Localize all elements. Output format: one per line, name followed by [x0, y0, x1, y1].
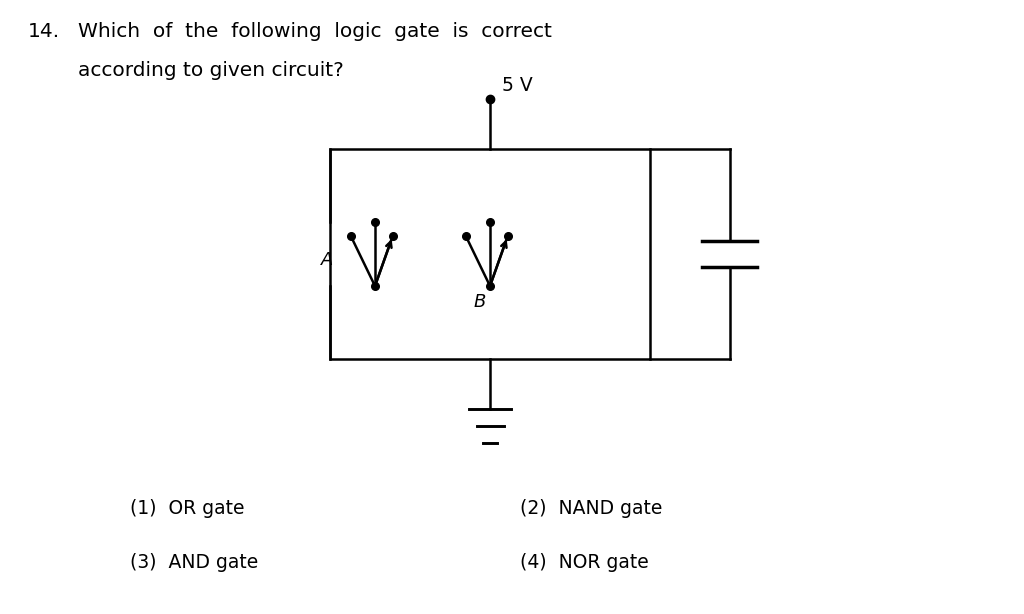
Text: B: B [474, 293, 486, 311]
Text: Which  of  the  following  logic  gate  is  correct: Which of the following logic gate is cor… [78, 22, 552, 41]
Bar [330, 149, 650, 359]
Text: (3)  AND gate: (3) AND gate [130, 553, 258, 572]
Text: (1)  OR gate: (1) OR gate [130, 500, 245, 518]
Text: A: A [321, 251, 333, 270]
Text: 5 V: 5 V [502, 76, 532, 95]
Text: (4)  NOR gate: (4) NOR gate [520, 553, 649, 572]
Text: according to given circuit?: according to given circuit? [78, 61, 344, 80]
Text: 14.: 14. [28, 22, 60, 41]
Text: (2)  NAND gate: (2) NAND gate [520, 500, 663, 518]
